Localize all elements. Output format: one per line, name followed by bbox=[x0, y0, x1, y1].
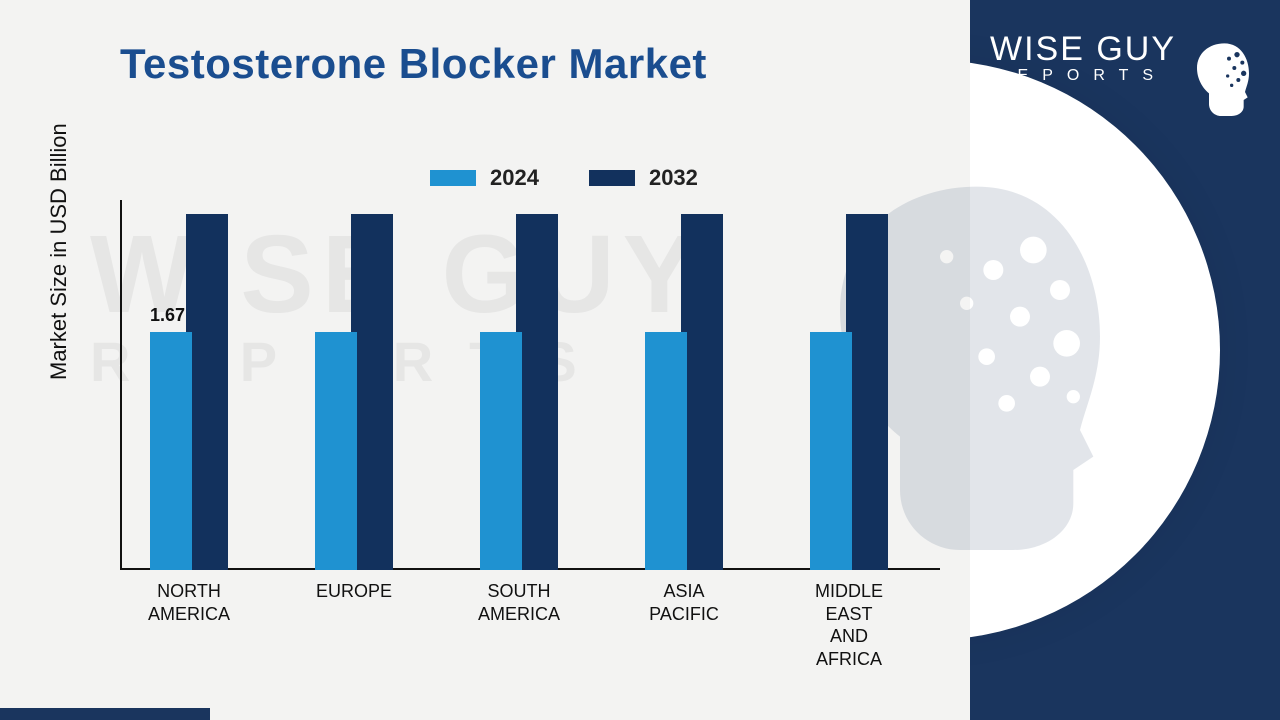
bottom-accent-bar bbox=[0, 708, 210, 720]
legend-label-2032: 2032 bbox=[649, 165, 698, 191]
category-label: ASIA PACIFIC bbox=[614, 570, 754, 625]
category-label: SOUTH AMERICA bbox=[449, 570, 589, 625]
bar-2024 bbox=[645, 332, 687, 570]
bar-2032 bbox=[186, 214, 228, 570]
bar-2024 bbox=[810, 332, 852, 570]
bar-2024 bbox=[480, 332, 522, 570]
legend: 2024 2032 bbox=[430, 165, 698, 191]
bar-2032 bbox=[846, 214, 888, 570]
bar-2024 bbox=[150, 332, 192, 570]
bar-2032 bbox=[351, 214, 393, 570]
stage: WISE GUY REPORTS Testosterone Blocker Ma… bbox=[0, 0, 1280, 720]
legend-label-2024: 2024 bbox=[490, 165, 539, 191]
legend-item-2024: 2024 bbox=[430, 165, 539, 191]
category-label: EUROPE bbox=[284, 570, 424, 603]
category-label: NORTH AMERICA bbox=[119, 570, 259, 625]
y-axis-line bbox=[120, 200, 122, 570]
category-label: MIDDLE EAST AND AFRICA bbox=[779, 570, 919, 670]
legend-item-2032: 2032 bbox=[589, 165, 698, 191]
plot-area: NORTH AMERICAEUROPESOUTH AMERICAASIA PAC… bbox=[120, 200, 940, 570]
legend-swatch-2032 bbox=[589, 170, 635, 186]
bar-2024 bbox=[315, 332, 357, 570]
legend-swatch-2024 bbox=[430, 170, 476, 186]
brand-head-icon bbox=[1186, 40, 1256, 120]
y-axis-label: Market Size in USD Billion bbox=[46, 123, 72, 380]
chart-title: Testosterone Blocker Market bbox=[120, 40, 707, 88]
bar-2032 bbox=[681, 214, 723, 570]
bar-value-callout: 1.67 bbox=[150, 305, 185, 326]
brand-logo: WISE GUY REPORTS bbox=[990, 30, 1250, 85]
bar-2032 bbox=[516, 214, 558, 570]
